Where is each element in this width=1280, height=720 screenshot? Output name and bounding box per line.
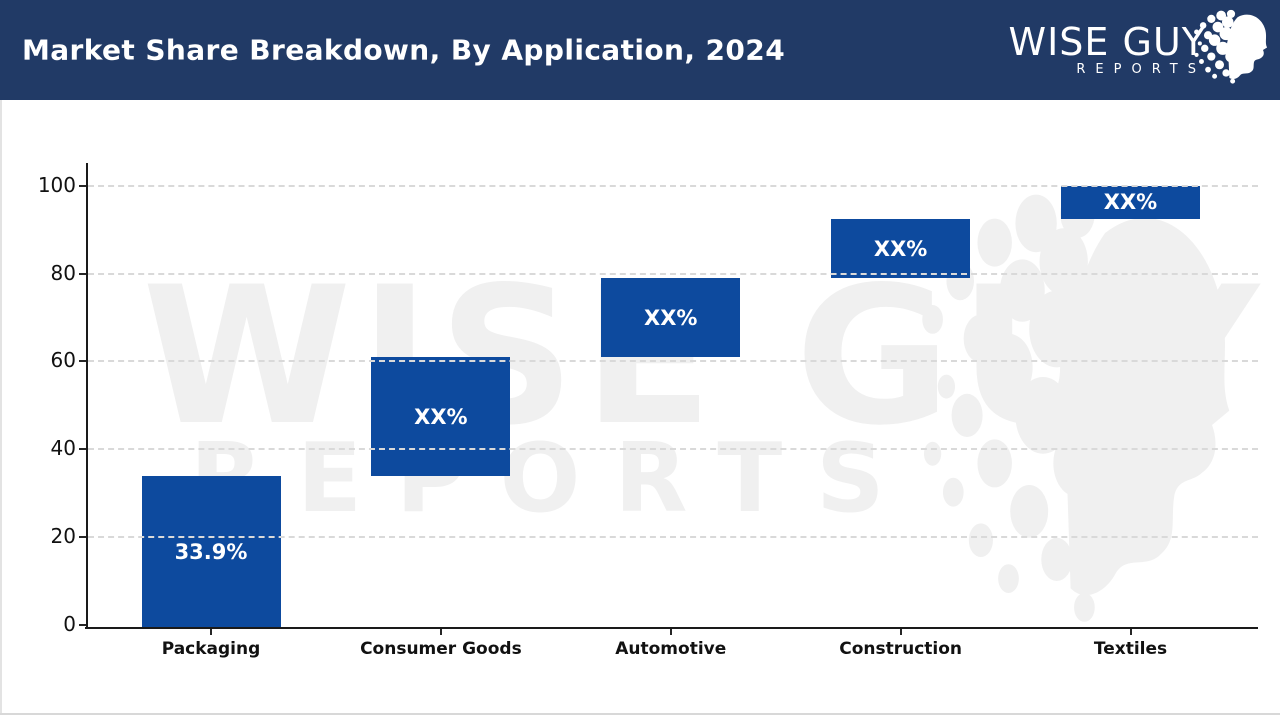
header: Market Share Breakdown, By Application, … bbox=[0, 0, 1280, 100]
brand-name: WISE GUY bbox=[1008, 19, 1206, 64]
brand-subname: REPORTS bbox=[1076, 62, 1206, 78]
watermark-text-line2: REPORTS bbox=[190, 424, 919, 534]
brand-logo-text: WISE GUY REPORTS bbox=[1008, 19, 1206, 78]
category-label: Consumer Goods bbox=[360, 639, 522, 659]
category-label: Packaging bbox=[161, 639, 261, 659]
x-axis-line bbox=[85, 627, 1258, 629]
y-tick bbox=[79, 536, 88, 539]
y-tick-label: 40 bbox=[50, 436, 76, 461]
bar-value-label: XX% bbox=[1103, 190, 1158, 215]
bar-segment: XX% bbox=[371, 357, 511, 477]
y-tick bbox=[79, 360, 88, 363]
gridline bbox=[88, 360, 1258, 363]
x-tick bbox=[210, 627, 212, 635]
y-tick bbox=[79, 184, 88, 187]
y-tick-label: 80 bbox=[50, 260, 76, 285]
figure-bottom-border bbox=[0, 713, 1280, 715]
category-label: Textiles bbox=[1093, 639, 1168, 659]
x-tick bbox=[439, 627, 442, 635]
gridline bbox=[88, 184, 1258, 187]
bar-segment: XX% bbox=[1061, 185, 1200, 220]
page-title: Market Share Breakdown, By Application, … bbox=[22, 33, 786, 67]
gridline bbox=[88, 448, 1258, 451]
y-tick-label: 20 bbox=[50, 524, 76, 549]
y-tick bbox=[79, 624, 88, 626]
bar-value-label: XX% bbox=[644, 305, 698, 330]
bar-value-label: XX% bbox=[873, 236, 928, 261]
figure-left-border bbox=[0, 100, 2, 714]
brand-logo: WISE GUY REPORTS bbox=[1009, 4, 1272, 96]
category-label: Automotive bbox=[615, 639, 727, 659]
bar-segment: XX% bbox=[601, 278, 741, 358]
bar-value-label: XX% bbox=[414, 404, 468, 429]
bar-value-label: 33.9% bbox=[174, 539, 248, 564]
gridline bbox=[88, 536, 1258, 539]
x-tick bbox=[1129, 627, 1132, 635]
y-tick bbox=[79, 448, 88, 451]
y-axis-line bbox=[86, 163, 88, 629]
category-label: Construction bbox=[839, 639, 963, 659]
bar-segment: 33.9% bbox=[141, 476, 281, 627]
x-tick bbox=[669, 627, 672, 635]
gridline bbox=[88, 272, 1258, 275]
y-tick-label: 60 bbox=[50, 348, 76, 373]
bar-segment: XX% bbox=[831, 219, 971, 279]
y-tick-label: 0 bbox=[63, 612, 76, 636]
y-tick-label: 100 bbox=[37, 172, 76, 197]
x-tick bbox=[899, 627, 902, 635]
y-tick bbox=[79, 272, 88, 275]
